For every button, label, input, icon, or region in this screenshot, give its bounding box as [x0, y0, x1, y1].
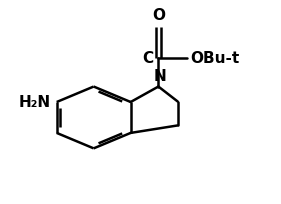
Text: C: C — [142, 51, 153, 66]
Text: N: N — [153, 68, 166, 83]
Text: OBu-t: OBu-t — [190, 51, 239, 66]
Text: H₂N: H₂N — [19, 95, 51, 110]
Text: O: O — [152, 8, 165, 23]
